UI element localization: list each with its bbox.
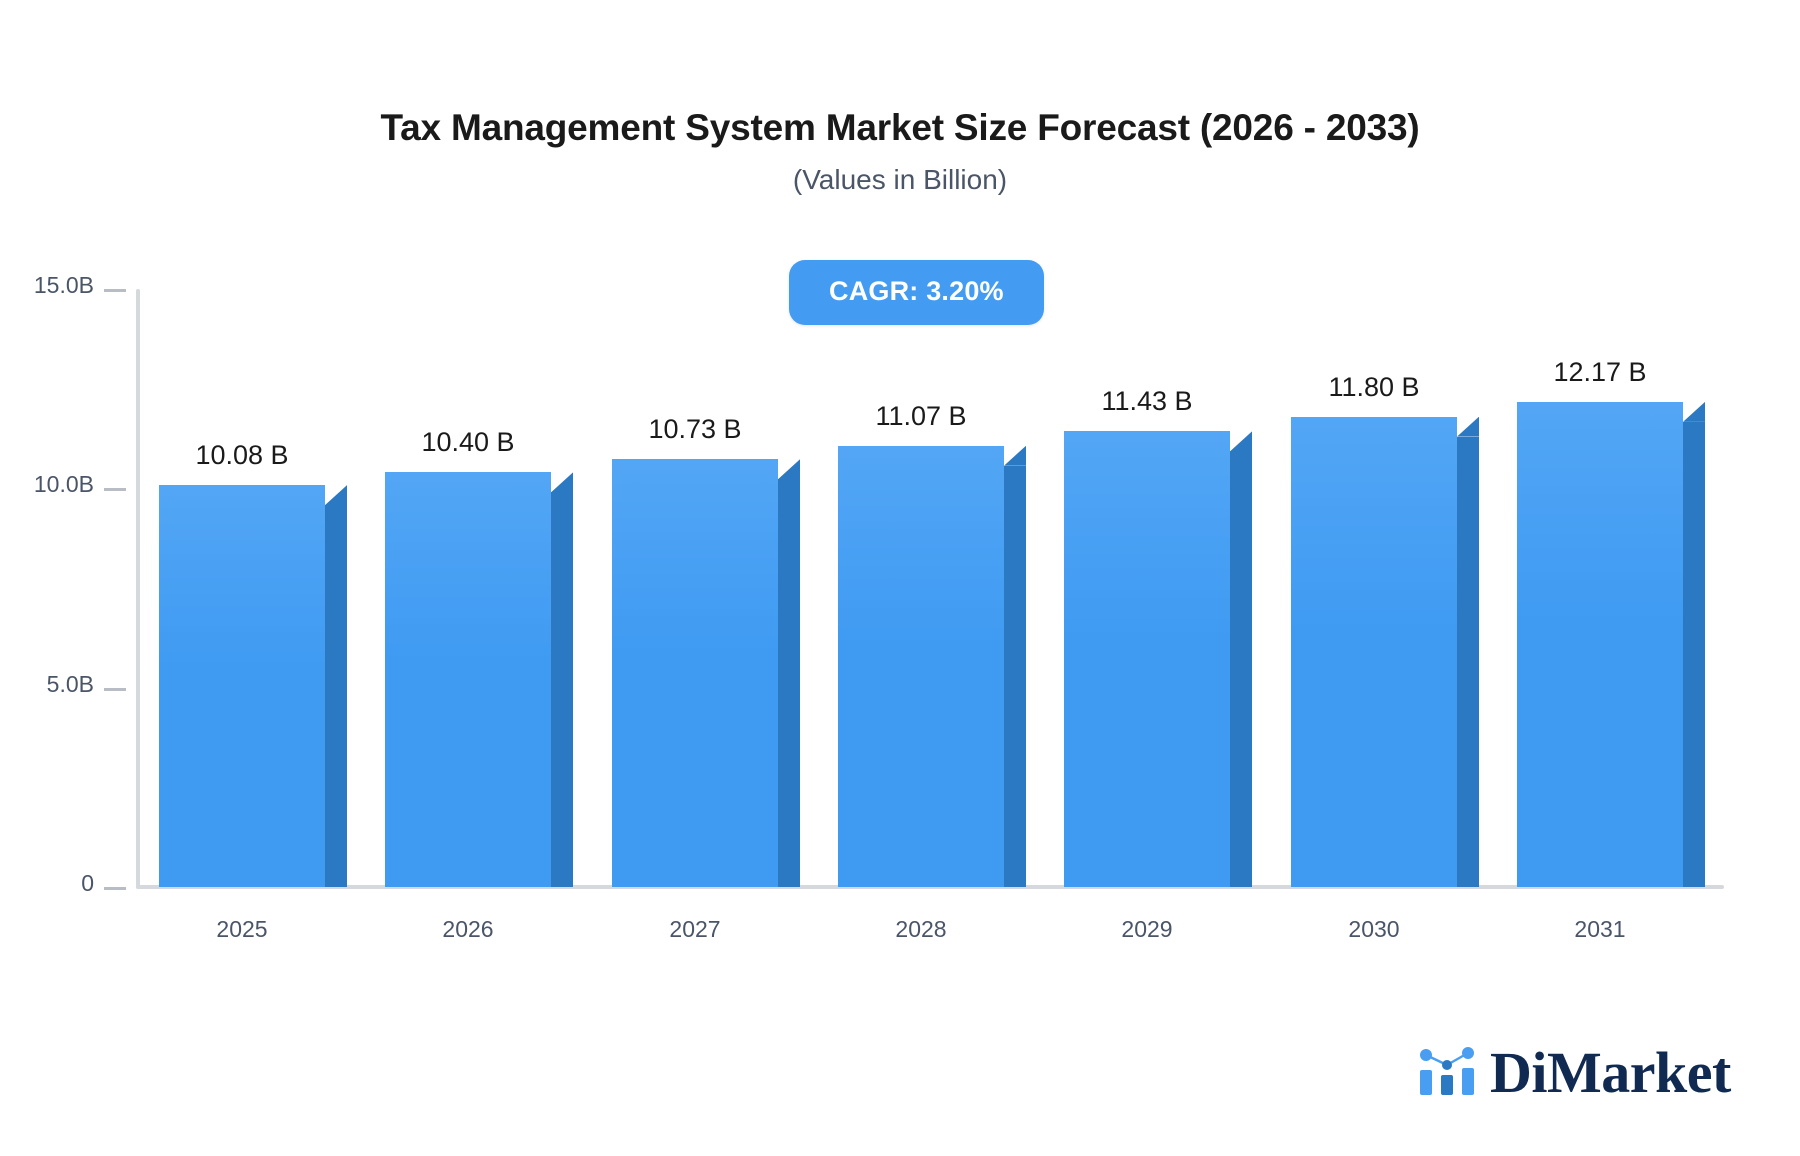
y-axis-tick-label: 5.0B: [46, 670, 94, 697]
bar-value-label: 12.17 B: [1553, 356, 1647, 387]
bar-side-face: [325, 505, 347, 887]
bar-front-face: [838, 445, 1004, 887]
bar-2031[interactable]: 12.17 B: [1517, 357, 1705, 887]
bar-side-face: [551, 492, 573, 887]
bar-2025[interactable]: 10.08 B: [159, 440, 347, 887]
chart-subtitle: (Values in Billion): [792, 163, 1008, 195]
bar-side-face: [1457, 436, 1479, 887]
y-axis-tick: 15.0B: [0, 272, 136, 298]
logo-text: DiMarket: [1490, 1039, 1731, 1105]
dimarket-logo: DiMarket: [1418, 1042, 1731, 1103]
chart-header: Tax Management System Market Size Foreca…: [0, 0, 1800, 195]
bar-front-face: [612, 459, 778, 887]
y-axis-tick-label: 10.0B: [33, 471, 94, 498]
bar-front-face: [1517, 401, 1683, 887]
y-axis-tick: 10.0B: [0, 471, 136, 497]
bar-value-label: 11.80 B: [1328, 371, 1420, 402]
bar-top-bevel: [778, 459, 800, 480]
x-axis-label-2030: 2030: [1348, 916, 1400, 942]
y-axis-tick-mark: [104, 687, 126, 691]
bar-side-face: [1230, 451, 1252, 887]
bar-value-label: 11.43 B: [1101, 386, 1193, 417]
x-axis-label-2031: 2031: [1574, 916, 1626, 942]
bar-front-face: [385, 472, 551, 887]
bar-top-bevel: [1683, 401, 1705, 422]
x-axis-label-2025: 2025: [216, 916, 268, 942]
x-axis-label-2026: 2026: [442, 916, 494, 942]
bar-front-face: [1064, 431, 1230, 887]
bar-2029[interactable]: 11.43 B: [1064, 386, 1252, 887]
bar-2028[interactable]: 11.07 B: [838, 401, 1026, 887]
x-axis-line: [136, 885, 1724, 889]
x-axis-label-2028: 2028: [895, 916, 947, 942]
bar-top-bevel: [1004, 445, 1026, 466]
bar-front-face: [1291, 416, 1457, 887]
x-axis-label-2027: 2027: [669, 916, 721, 942]
bar-2026[interactable]: 10.40 B: [385, 427, 573, 887]
page-title: Tax Management System Market Size Foreca…: [380, 107, 1420, 148]
y-axis-tick-label: 0: [81, 870, 94, 896]
y-axis-tick-mark: [104, 289, 126, 292]
bar-2030[interactable]: 11.80 B: [1291, 372, 1479, 887]
bar-chart-dots-icon: [1418, 1042, 1476, 1103]
bar-value-label: 10.73 B: [648, 414, 742, 445]
x-axis-label-2029: 2029: [1121, 916, 1173, 942]
y-axis-tick-mark: [104, 488, 126, 492]
cagr-badge: CAGR: 3.20%: [789, 260, 1044, 325]
bar-side-face: [1004, 465, 1026, 887]
bar-side-face: [1683, 421, 1705, 887]
bar-top-bevel: [551, 472, 573, 493]
bar-side-face: [778, 479, 800, 887]
y-axis-tick: 5.0B: [0, 671, 136, 697]
bar-front-face: [159, 485, 325, 887]
bar-top-bevel: [1457, 416, 1479, 437]
y-axis-tick-label: 15.0B: [33, 272, 94, 298]
y-axis-tick: 0: [0, 870, 136, 896]
y-axis-tick-mark: [104, 887, 126, 890]
bar-value-label: 10.40 B: [421, 427, 515, 458]
bar-top-bevel: [1230, 431, 1252, 452]
bar-value-label: 10.08 B: [195, 440, 289, 471]
y-axis-line: [136, 289, 140, 889]
bar-value-label: 11.07 B: [875, 400, 967, 431]
bar-top-bevel: [325, 485, 347, 506]
bar-2027[interactable]: 10.73 B: [612, 414, 800, 887]
